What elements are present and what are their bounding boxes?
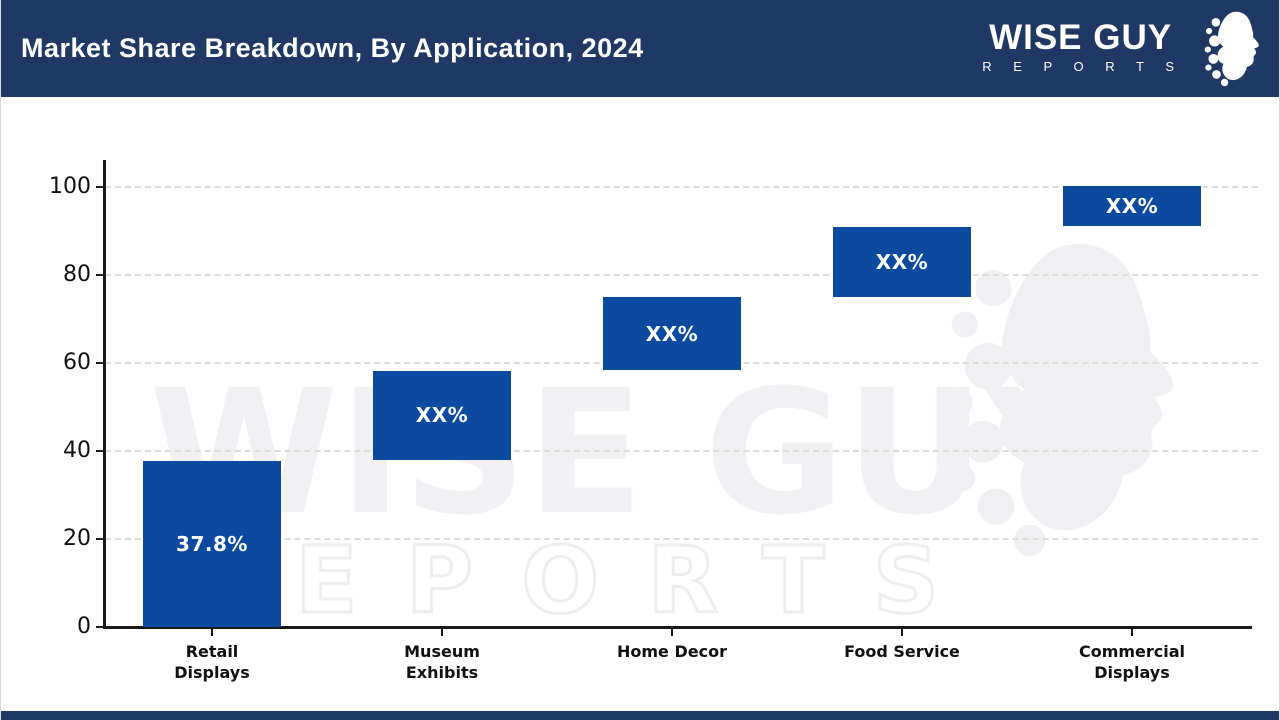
bar-value-label: XX% xyxy=(645,321,699,346)
x-tick xyxy=(211,628,213,636)
y-axis-label: 60 xyxy=(63,350,91,375)
y-tick xyxy=(96,626,104,628)
x-axis-label: Retail Displays xyxy=(174,642,250,682)
brand-logo: WISE GUY R E P O R T S xyxy=(982,6,1263,92)
bar-segment: XX% xyxy=(373,370,511,460)
x-tick xyxy=(441,628,443,636)
x-axis-label: Museum Exhibits xyxy=(404,642,480,682)
x-axis-label: Commercial Displays xyxy=(1078,642,1186,682)
y-axis-label: 40 xyxy=(63,438,91,463)
gridline xyxy=(105,538,1258,540)
x-tick xyxy=(1131,628,1133,636)
header: Market Share Breakdown, By Application, … xyxy=(1,0,1279,97)
logo-text: WISE GUY R E P O R T S xyxy=(978,18,1183,74)
x-axis-line xyxy=(103,626,1252,629)
footer-bar xyxy=(1,711,1279,720)
bar-segment: XX% xyxy=(833,227,971,297)
y-tick xyxy=(96,186,104,188)
gridline xyxy=(105,186,1258,188)
x-axis-label: Food Service xyxy=(844,642,960,661)
y-axis-label: 0 xyxy=(77,614,91,639)
bar-value-label: XX% xyxy=(1105,194,1159,219)
gridline xyxy=(105,274,1258,276)
bar-value-label: XX% xyxy=(875,250,929,274)
y-tick xyxy=(96,450,104,452)
gridline xyxy=(105,450,1258,452)
bar-value-label: XX% xyxy=(415,403,469,428)
bar-value-label: 37.8% xyxy=(176,531,248,556)
logo-wordmark: WISE GUY xyxy=(989,18,1173,57)
y-axis-label: 100 xyxy=(49,174,91,199)
y-tick xyxy=(96,538,104,540)
y-axis-label: 20 xyxy=(63,526,91,551)
x-axis-label: Home Decor xyxy=(617,642,727,661)
y-tick xyxy=(96,274,104,276)
x-tick xyxy=(901,628,903,636)
y-axis-label: 80 xyxy=(63,262,91,287)
bar-segment: XX% xyxy=(1063,186,1201,227)
logo-subtitle: R E P O R T S xyxy=(982,58,1183,74)
x-tick xyxy=(671,628,673,636)
bar-segment: XX% xyxy=(603,297,741,371)
watermark-subtitle: REPORTS xyxy=(174,527,988,634)
watermark: WISE GUY REPORTS xyxy=(1,97,1279,711)
y-axis-line xyxy=(103,160,106,628)
page-title: Market Share Breakdown, By Application, … xyxy=(21,33,644,63)
y-tick xyxy=(96,362,104,364)
bar-segment: 37.8% xyxy=(143,460,281,627)
